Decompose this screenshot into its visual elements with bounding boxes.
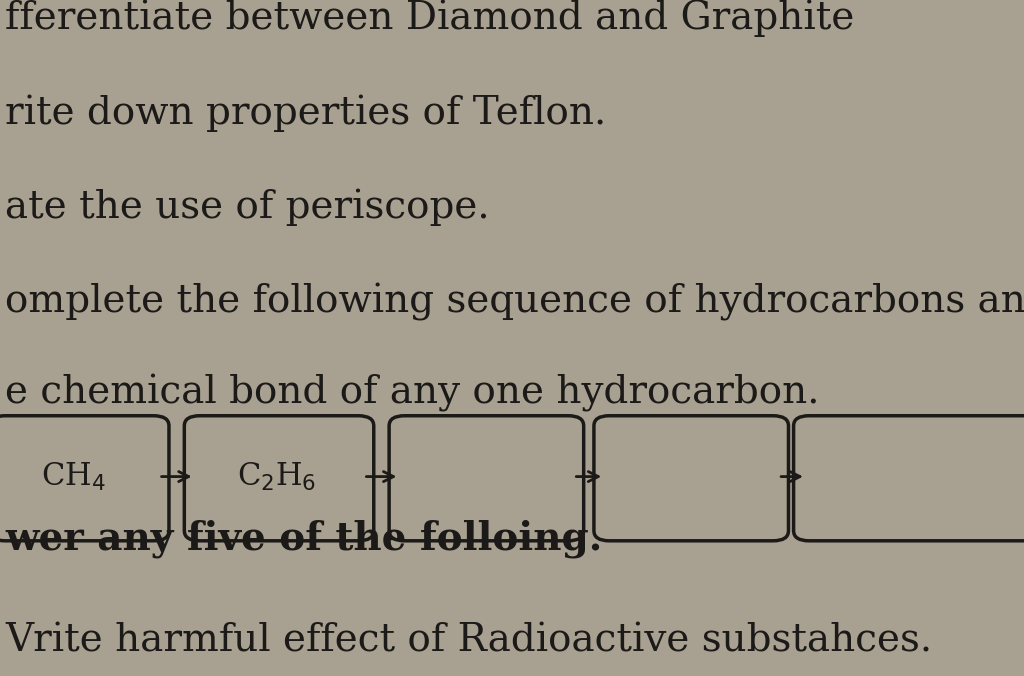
FancyBboxPatch shape: [389, 416, 584, 541]
Text: CH$_4$: CH$_4$: [41, 460, 106, 493]
FancyBboxPatch shape: [184, 416, 374, 541]
Text: C$_2$H$_6$: C$_2$H$_6$: [237, 460, 316, 493]
Text: ate the use of periscope.: ate the use of periscope.: [5, 189, 489, 226]
FancyBboxPatch shape: [594, 416, 788, 541]
Text: e chemical bond of any one hydrocarbon.: e chemical bond of any one hydrocarbon.: [5, 375, 819, 412]
Text: wer any five of the folloing.: wer any five of the folloing.: [5, 519, 602, 558]
FancyBboxPatch shape: [794, 416, 1024, 541]
FancyBboxPatch shape: [0, 416, 169, 541]
Text: rite down properties of Teflon.: rite down properties of Teflon.: [5, 95, 606, 132]
Text: omplete the following sequence of hydrocarbons an: omplete the following sequence of hydroc…: [5, 283, 1024, 321]
Text: fferentiate between Diamond and Graphite: fferentiate between Diamond and Graphite: [5, 0, 854, 37]
Text: Vrite harmful effect of Radioactive substahces.: Vrite harmful effect of Radioactive subs…: [5, 622, 932, 659]
